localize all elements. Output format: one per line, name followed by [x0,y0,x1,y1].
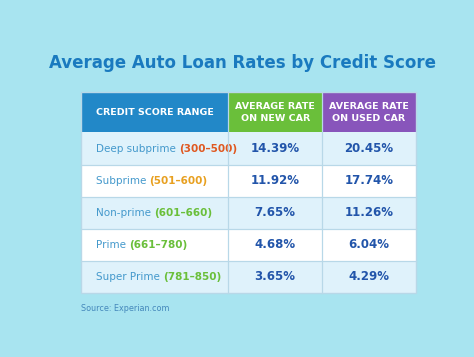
FancyBboxPatch shape [322,132,416,165]
Text: 4.29%: 4.29% [348,271,389,283]
Text: 4.68%: 4.68% [255,238,296,251]
FancyBboxPatch shape [82,197,228,229]
FancyBboxPatch shape [228,261,322,293]
Text: Non-prime: Non-prime [96,208,154,218]
FancyBboxPatch shape [82,92,228,132]
Text: Deep subprime: Deep subprime [96,144,179,154]
Text: (661–780): (661–780) [129,240,188,250]
Text: (501–600): (501–600) [150,176,208,186]
Text: AVERAGE RATE
ON NEW CAR: AVERAGE RATE ON NEW CAR [235,102,315,123]
FancyBboxPatch shape [228,229,322,261]
FancyBboxPatch shape [322,197,416,229]
Text: 17.74%: 17.74% [344,174,393,187]
FancyBboxPatch shape [82,261,228,293]
Text: 7.65%: 7.65% [255,206,296,219]
Text: 20.45%: 20.45% [344,142,393,155]
Text: AVERAGE RATE
ON USED CAR: AVERAGE RATE ON USED CAR [329,102,409,123]
Text: (300–500): (300–500) [179,144,237,154]
Text: Subprime: Subprime [96,176,150,186]
Text: (781–850): (781–850) [163,272,221,282]
Text: 14.39%: 14.39% [251,142,300,155]
Text: 11.26%: 11.26% [344,206,393,219]
FancyBboxPatch shape [322,92,416,132]
Text: 6.04%: 6.04% [348,238,389,251]
Text: CREDIT SCORE RANGE: CREDIT SCORE RANGE [96,108,214,117]
Text: Super Prime: Super Prime [96,272,163,282]
FancyBboxPatch shape [82,165,228,197]
FancyBboxPatch shape [322,261,416,293]
Text: Prime: Prime [96,240,129,250]
FancyBboxPatch shape [228,92,322,132]
FancyBboxPatch shape [228,197,322,229]
FancyBboxPatch shape [322,229,416,261]
FancyBboxPatch shape [228,132,322,165]
Text: 3.65%: 3.65% [255,271,296,283]
Text: Source: Experian.com: Source: Experian.com [82,304,170,313]
FancyBboxPatch shape [322,165,416,197]
FancyBboxPatch shape [82,132,228,165]
Text: (601–660): (601–660) [154,208,212,218]
FancyBboxPatch shape [82,229,228,261]
FancyBboxPatch shape [228,165,322,197]
Text: Average Auto Loan Rates by Credit Score: Average Auto Loan Rates by Credit Score [49,54,437,72]
Text: 11.92%: 11.92% [251,174,300,187]
